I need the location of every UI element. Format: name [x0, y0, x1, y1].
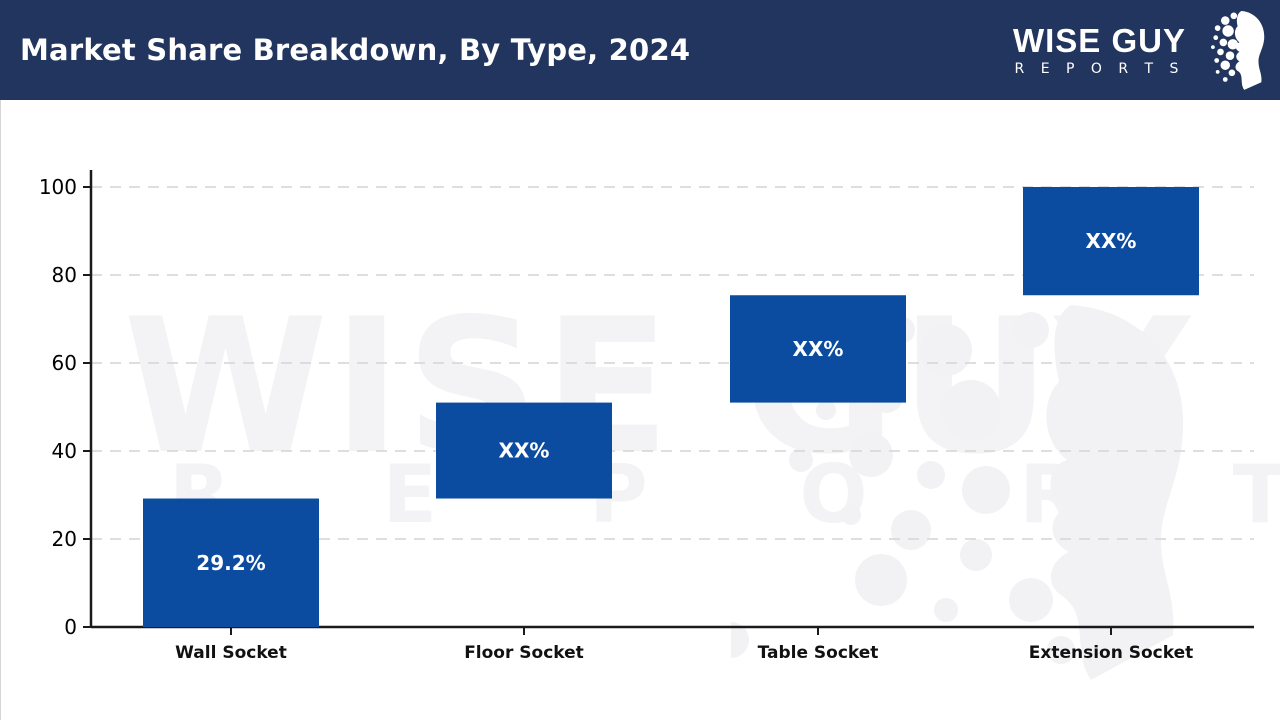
- waterfall-bar: [1023, 187, 1199, 296]
- logo-wordmark: WISE GUY: [1012, 22, 1186, 59]
- category-label: Table Socket: [758, 643, 879, 663]
- bar-value-label: XX%: [499, 439, 550, 463]
- page-title: Market Share Breakdown, By Type, 2024: [20, 33, 691, 67]
- bar-value-label: XX%: [1086, 229, 1137, 253]
- logo-subtitle: R E P O R T S: [1014, 61, 1185, 77]
- waterfall-chart: 0 20 40 60 80 100 29.2% Wall Socket XX% Floor Soc…: [39, 170, 1254, 663]
- header-bar: Market Share Breakdown, By Type, 2024 WI…: [0, 0, 1280, 100]
- logo-wordmark-block: WISE GUY R E P O R T S: [1013, 24, 1186, 76]
- watermark-head-graphic: [731, 305, 1184, 680]
- watermark-text-1: WISE GUY: [123, 278, 1194, 495]
- category-label: Extension Socket: [1029, 643, 1194, 663]
- y-tick-label: 60: [52, 351, 77, 375]
- chart-area: WISE GUY R E P O R T S 02040608010029.2%…: [1, 100, 1280, 720]
- logo-head-icon: [1211, 11, 1265, 90]
- y-tick-label: 100: [39, 175, 77, 199]
- brand-logo: WISE GUY R E P O R T S: [1013, 6, 1268, 94]
- y-tick-label: 40: [52, 439, 77, 463]
- y-tick-label: 20: [52, 527, 77, 551]
- waterfall-bar: [436, 402, 612, 499]
- waterfall-bar: [730, 295, 906, 403]
- category-label: Wall Socket: [175, 643, 287, 663]
- y-tick-label: 0: [64, 615, 77, 639]
- y-tick-label: 80: [52, 263, 77, 287]
- waterfall-bar: [143, 498, 319, 627]
- bar-value-label: XX%: [793, 337, 844, 361]
- bar-value-label: 29.2%: [196, 551, 265, 575]
- category-label: Floor Socket: [464, 643, 584, 663]
